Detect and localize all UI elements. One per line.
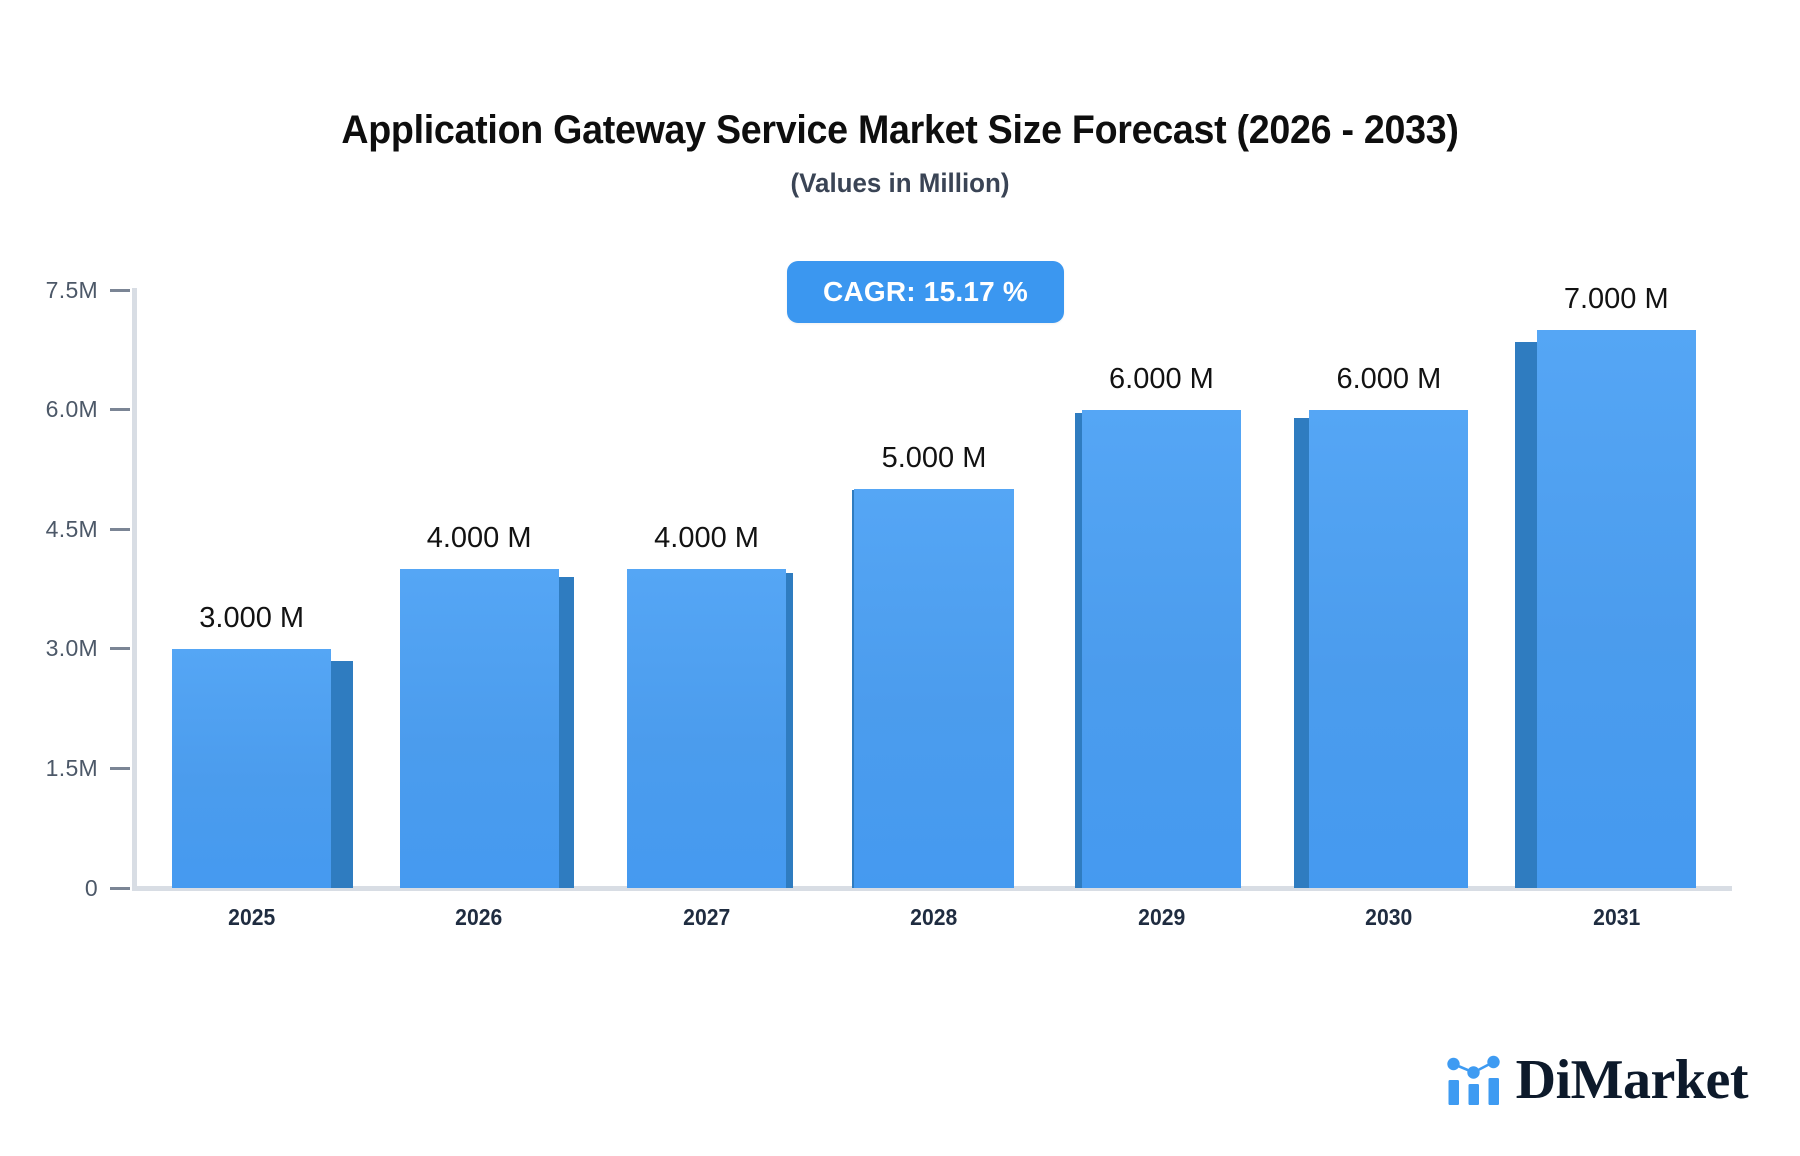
bar-2027[interactable]: 4.000 M xyxy=(626,290,794,888)
bar-value-label: 4.000 M xyxy=(654,522,759,555)
bar-value-label: 3.000 M xyxy=(199,601,305,634)
y-tick-label: 7.5M xyxy=(45,276,98,303)
bar-value-label: 4.000 M xyxy=(426,522,532,555)
bar-value-label: 7.000 M xyxy=(1563,282,1669,315)
bar-side-face xyxy=(558,577,574,888)
bar-2030[interactable]: 6.000 M xyxy=(1294,290,1469,888)
bar-side-face xyxy=(786,572,794,888)
bar-front-face xyxy=(399,569,559,888)
bar-side-face xyxy=(331,660,354,888)
bar-front-face xyxy=(1309,409,1469,888)
chart-subtitle: (Values in Million) xyxy=(790,168,1010,198)
bar-side-face xyxy=(1514,341,1537,888)
x-tick-label: 2025 xyxy=(228,904,276,930)
bar-front-face xyxy=(626,569,787,888)
y-tick-label: 4.5M xyxy=(45,515,98,542)
bar-line-chart-icon xyxy=(1446,1055,1500,1105)
bar-2031[interactable]: 7.000 M xyxy=(1514,283,1696,888)
chart-header: Application Gateway Service Market Size … xyxy=(0,0,1800,199)
bar-front-face xyxy=(172,648,332,888)
x-axis-line xyxy=(132,886,1732,891)
bar-front-face xyxy=(1081,409,1242,888)
x-tick-label: 2028 xyxy=(910,904,958,930)
x-tick-label: 2027 xyxy=(683,904,731,930)
bar-series: 3.000 M 4.000 M 4.000 M 5.000 M 6.000 M 6.000… xyxy=(138,283,1730,888)
x-tick-label: 2030 xyxy=(1365,904,1413,930)
cagr-badge: CAGR: 15.17 % xyxy=(787,261,1064,323)
plot-area: 3.000 M 4.000 M 4.000 M 5.000 M 6.000 M 6.000… xyxy=(138,283,1730,888)
bar-side-face xyxy=(852,490,855,888)
y-tick-mark xyxy=(110,408,130,412)
bar-side-face xyxy=(1074,413,1082,888)
y-tick-mark xyxy=(110,527,130,531)
y-tick-label: 6.0M xyxy=(45,396,98,423)
y-axis-line xyxy=(132,288,137,891)
y-tick-mark xyxy=(110,647,130,651)
y-tick-label: 0 xyxy=(84,874,98,901)
x-tick-label: 2026 xyxy=(455,904,503,930)
bar-2025[interactable]: 3.000 M xyxy=(172,290,354,888)
y-tick-label: 3.0M xyxy=(45,635,98,662)
logo-text: DiMarket xyxy=(1515,1049,1749,1111)
y-tick-mark xyxy=(110,288,130,292)
x-tick-label: 2031 xyxy=(1592,904,1640,930)
bar-2029[interactable]: 6.000 M xyxy=(1074,290,1242,888)
bar-value-label: 6.000 M xyxy=(1336,362,1442,395)
bar-front-face xyxy=(854,489,1014,888)
brand-logo: DiMarket xyxy=(1446,1049,1749,1111)
bar-value-label: 5.000 M xyxy=(881,442,987,475)
page-title: Application Gateway Service Market Size … xyxy=(341,108,1459,152)
x-axis-ticks: 2025 2026 2027 2028 2029 2030 2031 xyxy=(138,904,1730,954)
bar-value-label: 6.000 M xyxy=(1109,362,1214,395)
bar-front-face xyxy=(1536,329,1696,888)
bar-side-face xyxy=(1294,417,1310,888)
bar-2026[interactable]: 4.000 M xyxy=(399,290,574,888)
y-tick-mark xyxy=(110,886,130,890)
y-tick-label: 1.5M xyxy=(45,754,98,781)
x-tick-label: 2029 xyxy=(1137,904,1185,930)
y-tick-mark xyxy=(110,766,130,770)
bar-2028[interactable]: 5.000 M xyxy=(852,290,1014,888)
